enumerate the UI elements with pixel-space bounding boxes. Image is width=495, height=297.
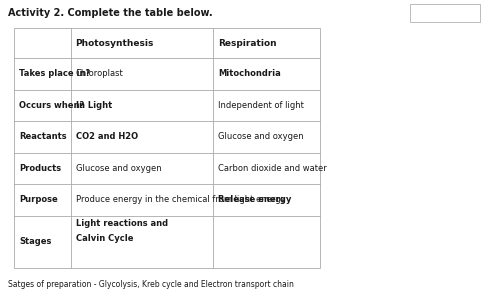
Text: Mitochondria: Mitochondria	[218, 69, 281, 78]
Text: Satges of preparation - Glycolysis, Kreb cycle and Electron transport chain: Satges of preparation - Glycolysis, Kreb…	[8, 280, 294, 289]
Bar	[410, 4, 480, 22]
Text: Chloroplast: Chloroplast	[76, 69, 123, 78]
Text: In Light: In Light	[76, 101, 112, 110]
Text: Products: Products	[19, 164, 61, 173]
Text: Purpose: Purpose	[19, 195, 58, 204]
Text: Release energy: Release energy	[218, 195, 291, 204]
Text: Reactants: Reactants	[19, 132, 67, 141]
Text: CO2 and H2O: CO2 and H2O	[76, 132, 138, 141]
Text: Photosynthesis: Photosynthesis	[76, 39, 154, 48]
Text: Respiration: Respiration	[218, 39, 277, 48]
Text: Carbon dioxide and water: Carbon dioxide and water	[218, 164, 327, 173]
Text: Activity 2. Complete the table below.: Activity 2. Complete the table below.	[8, 8, 213, 18]
Text: Produce energy in the chemical from light energy: Produce energy in the chemical from ligh…	[76, 195, 285, 204]
Text: Glucose and oxygen: Glucose and oxygen	[218, 132, 303, 141]
Text: Stages: Stages	[19, 237, 51, 246]
Bar	[14, 28, 320, 268]
Text: Independent of light: Independent of light	[218, 101, 304, 110]
Text: Takes place in?: Takes place in?	[19, 69, 90, 78]
Text: Light reactions and
Calvin Cycle: Light reactions and Calvin Cycle	[76, 219, 168, 243]
Text: Glucose and oxygen: Glucose and oxygen	[76, 164, 161, 173]
Text: Occurs when?: Occurs when?	[19, 101, 84, 110]
